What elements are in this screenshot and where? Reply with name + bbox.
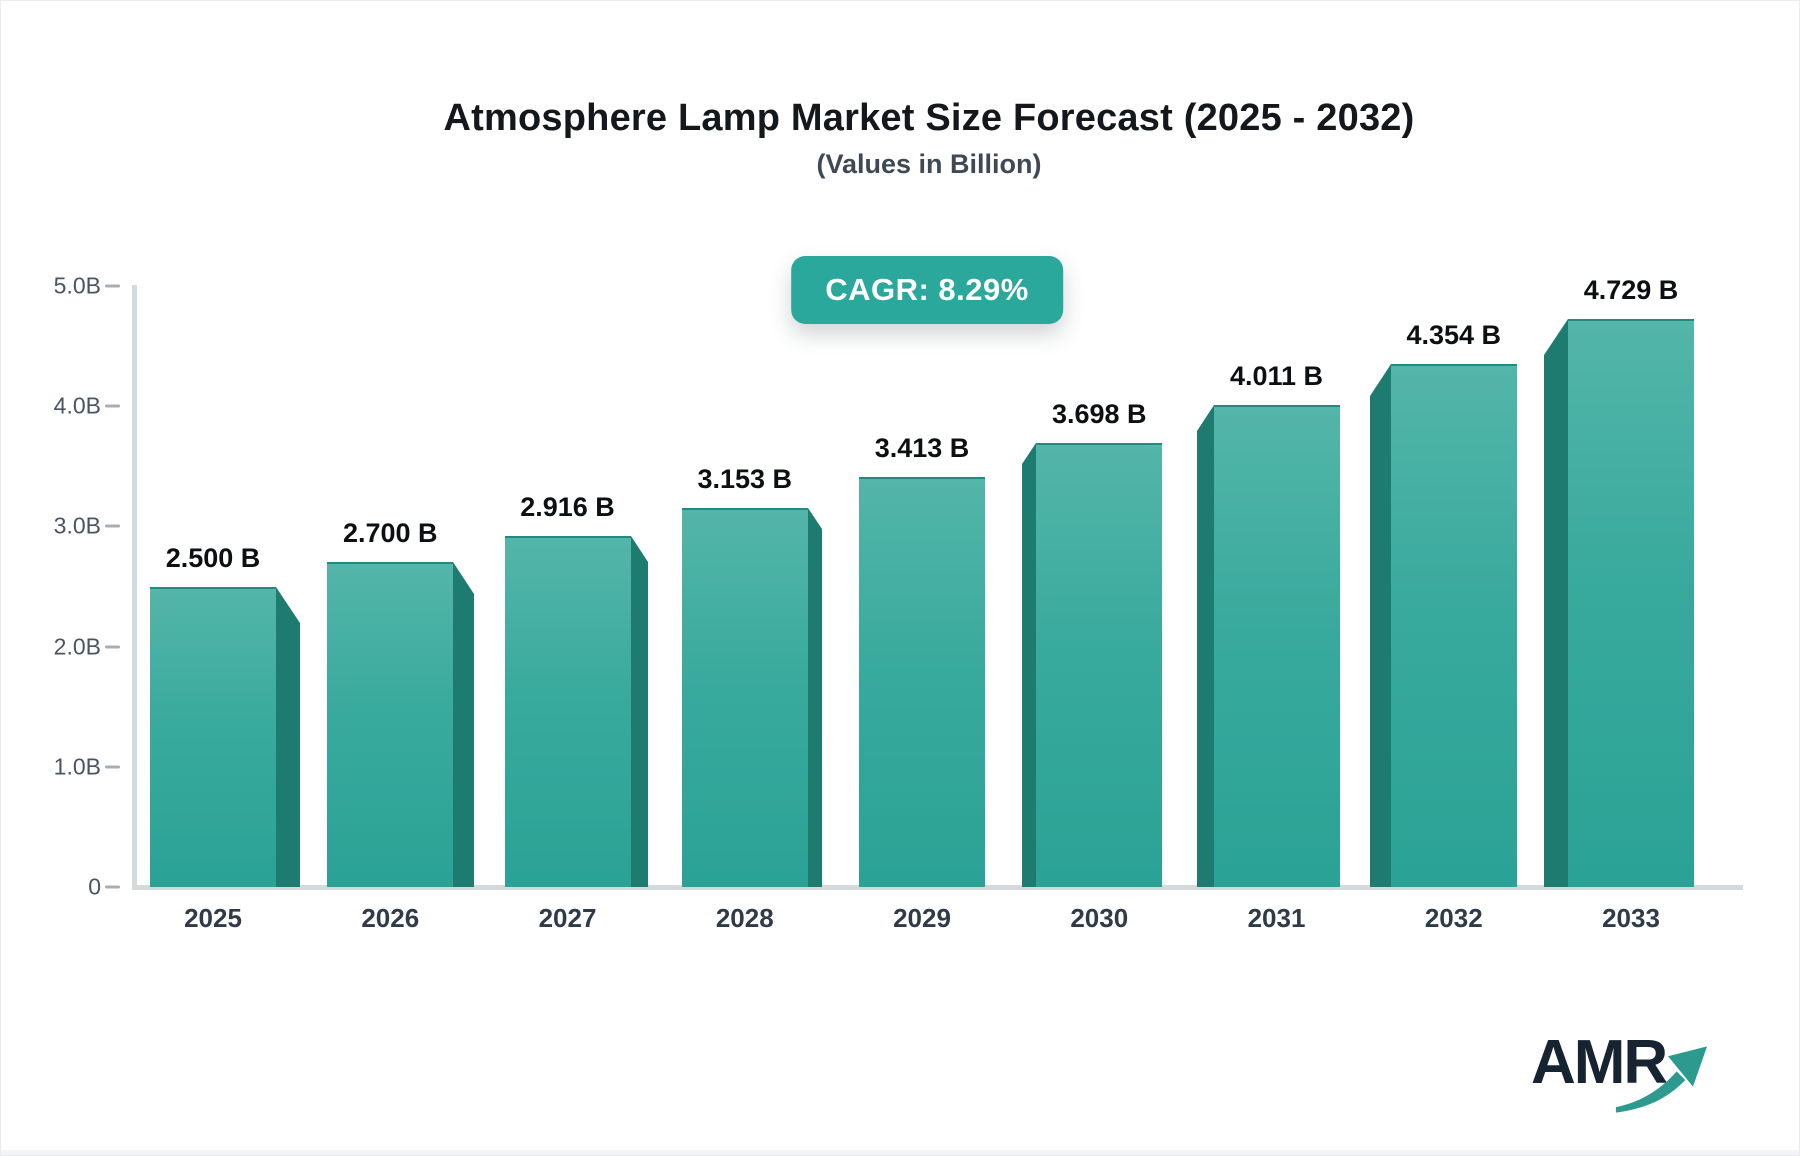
chart-title: Atmosphere Lamp Market Size Forecast (20…	[443, 97, 1415, 139]
growth-arrow-icon	[1615, 1046, 1708, 1113]
y-tick-label: 4.0B	[53, 392, 101, 419]
value-label-2031: 4.011 B	[1229, 361, 1324, 391]
bar-2032	[1391, 364, 1517, 887]
y-tick-mark	[105, 404, 120, 408]
x-axis-label-2029: 2029	[893, 903, 951, 933]
bar-2027	[505, 536, 631, 887]
bar-2031	[1214, 405, 1340, 887]
bar-side-2025	[276, 587, 300, 887]
bar-side-2027	[631, 536, 648, 887]
value-label-2029: 3.413 B	[874, 433, 970, 463]
bar-2029	[859, 477, 985, 887]
y-tick-mark	[105, 885, 120, 889]
x-axis-label-2030: 2030	[1070, 903, 1129, 933]
x-axis-label-2028: 2028	[715, 903, 774, 933]
x-axis-label-2031: 2031	[1247, 903, 1306, 933]
y-axis-line	[132, 285, 137, 890]
bar-side-2030	[1022, 443, 1036, 887]
y-tick-label: 2.0B	[53, 633, 101, 660]
x-axis-label-2033: 2033	[1602, 903, 1660, 933]
value-label-2028: 3.153 B	[697, 464, 793, 494]
cagr-badge: CAGR: 8.29%	[791, 256, 1063, 324]
value-label-2030: 3.698 B	[1051, 399, 1147, 429]
x-axis-label-2027: 2027	[538, 903, 597, 933]
amr-logo: AMR	[1531, 1027, 1731, 1117]
y-tick-label: 3.0B	[53, 512, 101, 539]
bar-side-2026	[453, 562, 474, 887]
chart-subtitle: (Values in Billion)	[816, 149, 1042, 179]
y-tick-label: 1.0B	[53, 753, 101, 780]
x-axis-line	[132, 885, 1743, 890]
y-tick-label: 5.0B	[53, 272, 101, 299]
x-axis-label-2026: 2026	[361, 903, 420, 933]
value-label-2032: 4.354 B	[1406, 320, 1502, 350]
x-axis-label-2032: 2032	[1424, 903, 1483, 933]
bar-2025	[150, 587, 276, 887]
bottom-border	[1, 1150, 1799, 1155]
bar-2033	[1568, 319, 1694, 887]
bar-side-2028	[808, 508, 822, 887]
y-tick-mark	[105, 524, 120, 528]
value-label-2027: 2.916 B	[520, 492, 615, 522]
y-tick-mark	[105, 765, 120, 769]
y-tick-mark	[105, 645, 120, 649]
value-label-2033: 4.729 B	[1583, 275, 1679, 305]
y-tick-mark	[105, 284, 120, 288]
bar-side-2033	[1544, 319, 1568, 887]
bar-side-2031	[1197, 405, 1214, 887]
amr-logo-text: AMR	[1531, 1028, 1668, 1097]
bar-2026	[327, 562, 453, 887]
bar-side-2032	[1370, 364, 1391, 887]
value-label-2026: 2.700 B	[342, 518, 438, 548]
bar-2028	[682, 508, 808, 887]
value-label-2025: 2.500 B	[165, 543, 261, 573]
bar-2030	[1036, 443, 1162, 887]
y-tick-label: 0	[88, 873, 101, 900]
x-axis-label-2025: 2025	[184, 903, 242, 933]
